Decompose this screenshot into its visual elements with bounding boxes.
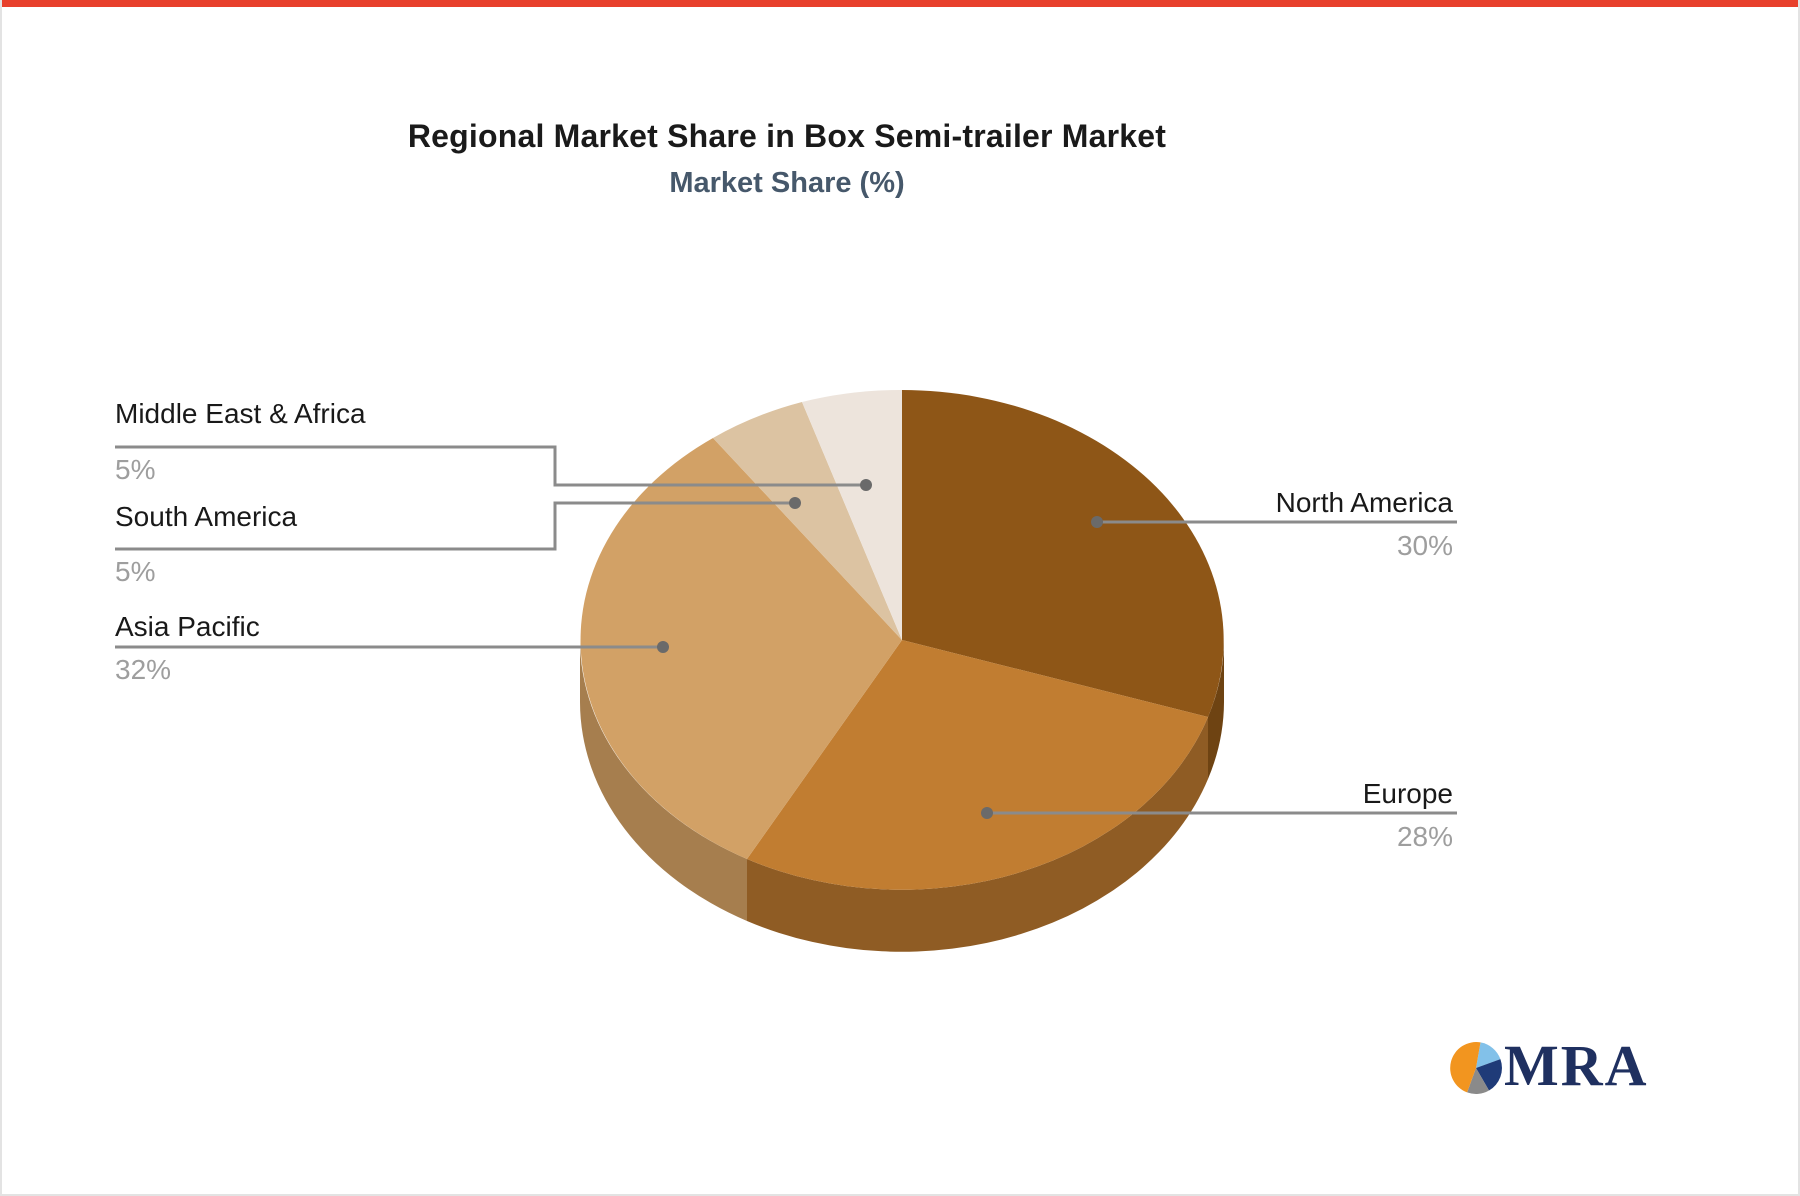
mra-logo-pie-icon: [1450, 1042, 1502, 1094]
middle-east-africa-connector: [115, 445, 866, 487]
top-accent-bar: [2, 0, 1798, 7]
north-america-connector-dot: [1091, 516, 1103, 528]
pie-rim-north-america: [1208, 640, 1224, 779]
south-america-connector-dot: [789, 497, 801, 509]
callout-south-america-value: 5%: [115, 556, 156, 587]
callout-asia-pacific-value: 32%: [115, 654, 172, 685]
pie-slice-europe[interactable]: [747, 640, 1208, 890]
logo-wedge-gray: [1467, 1068, 1489, 1094]
logo-wedge-orange: [1450, 1042, 1481, 1093]
mra-logo[interactable]: MRA: [1450, 1033, 1660, 1100]
pie-slice-asia-pacific[interactable]: [580, 438, 902, 859]
south-america-connector: [115, 501, 795, 551]
callout-europe-label: Europe: [1362, 778, 1453, 809]
callout-north-america-label: North America: [1275, 487, 1453, 518]
callout-europe-value: 28%: [1396, 821, 1453, 852]
callout-north-america-value: 30%: [1396, 530, 1453, 561]
pie-slice-south-america[interactable]: [713, 402, 902, 640]
logo-wedge-lightblue: [1476, 1042, 1501, 1068]
mra-logo-text: MRA: [1504, 1033, 1649, 1098]
pie-rim-asia-pacific: [580, 640, 747, 921]
europe-connector-dot: [981, 807, 993, 819]
pie-rim-europe: [747, 717, 1208, 952]
pie-slice-middle-east-africa[interactable]: [802, 389, 902, 640]
middle-east-africa-connector-dot: [860, 479, 872, 491]
pie-slice-north-america[interactable]: [902, 390, 1224, 717]
callout-middle-east-africa-value: 5%: [115, 454, 156, 485]
chart-title: Regional Market Share in Box Semi-traile…: [407, 118, 1167, 154]
asia-pacific-connector-dot: [657, 641, 669, 653]
logo-wedge-navy: [1476, 1059, 1502, 1091]
callout-asia-pacific-label: Asia Pacific: [115, 611, 260, 642]
callout-south-america-label: South America: [115, 501, 298, 532]
chart-subtitle: Market Share (%): [669, 167, 905, 199]
callout-middle-east-africa-label: Middle East & Africa: [115, 398, 366, 429]
